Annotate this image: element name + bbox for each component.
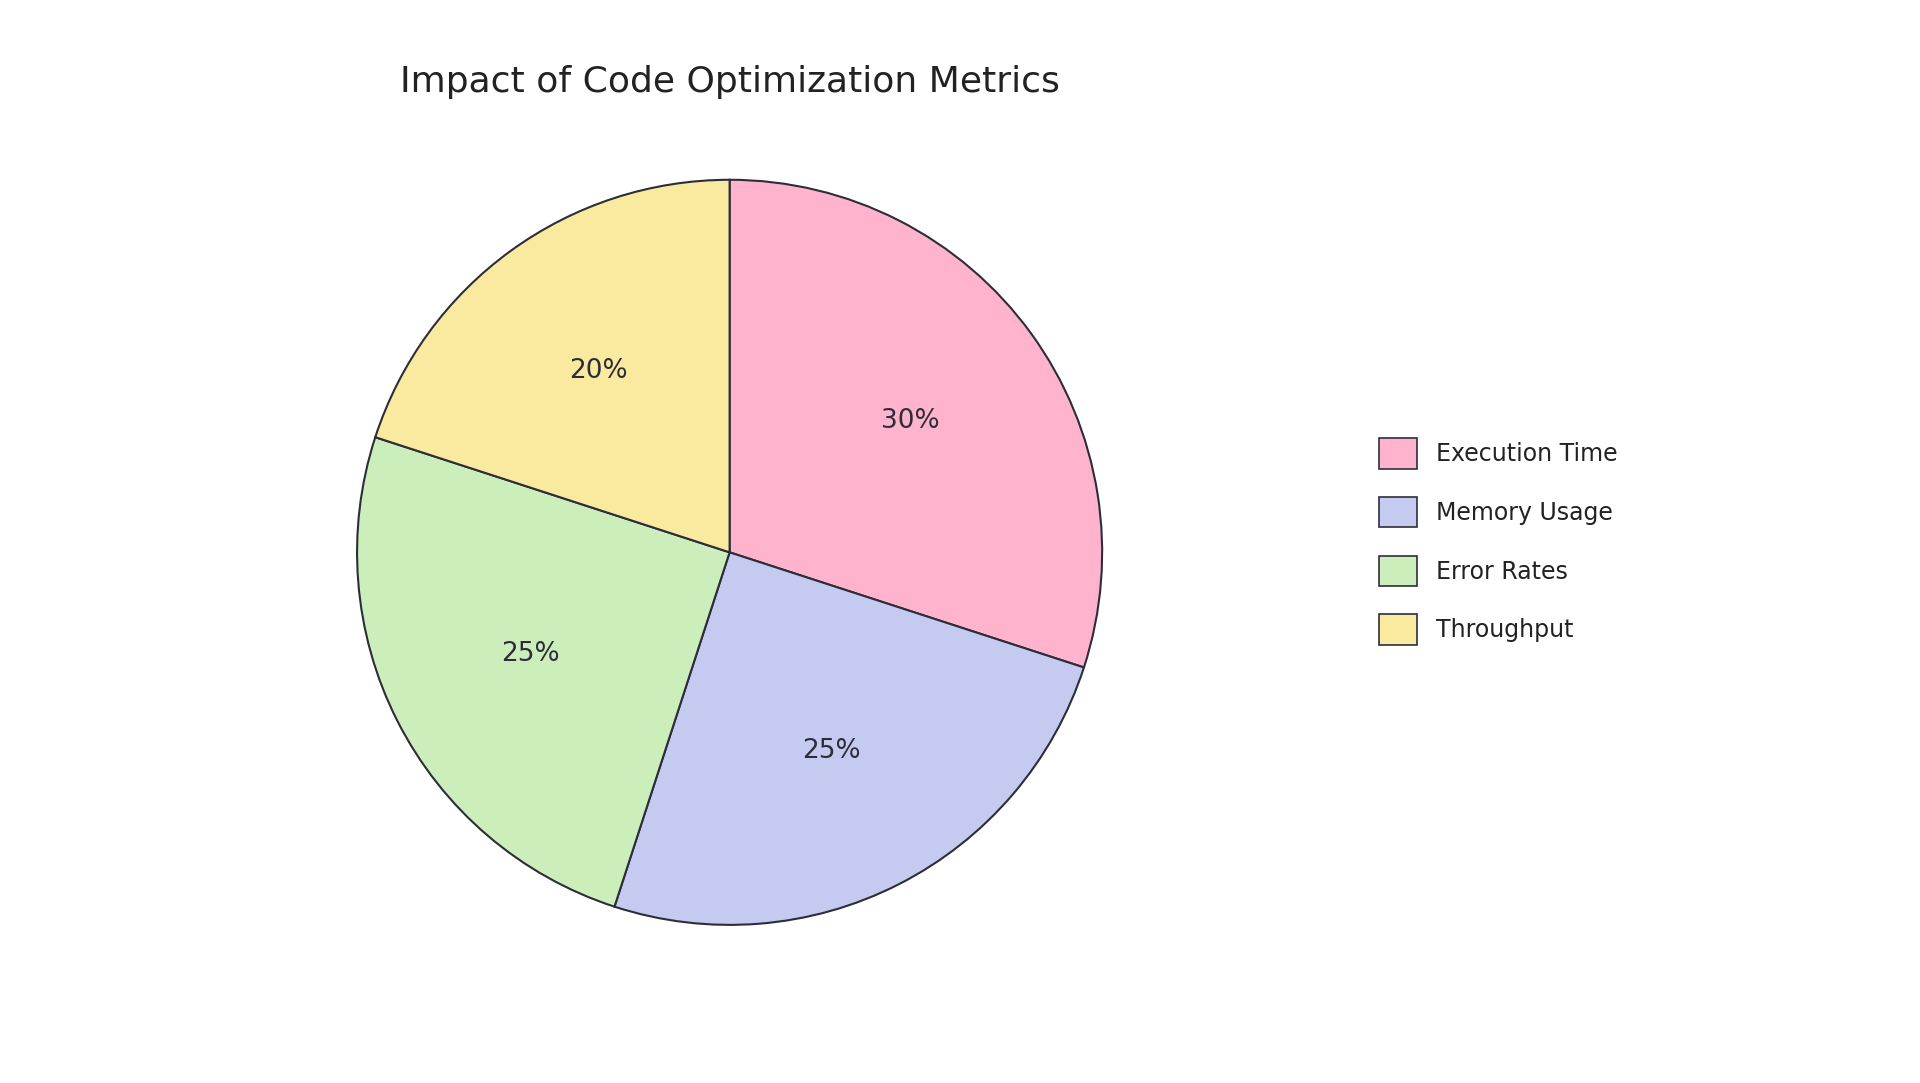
Text: 30%: 30% bbox=[881, 408, 939, 434]
Wedge shape bbox=[374, 180, 730, 552]
Wedge shape bbox=[614, 552, 1085, 925]
Text: 25%: 25% bbox=[803, 739, 860, 765]
Wedge shape bbox=[357, 438, 730, 906]
Wedge shape bbox=[730, 180, 1102, 667]
Text: Impact of Code Optimization Metrics: Impact of Code Optimization Metrics bbox=[399, 65, 1060, 99]
Text: 25%: 25% bbox=[501, 641, 561, 667]
Legend: Execution Time, Memory Usage, Error Rates, Throughput: Execution Time, Memory Usage, Error Rate… bbox=[1356, 415, 1642, 668]
Text: 20%: 20% bbox=[568, 358, 628, 384]
